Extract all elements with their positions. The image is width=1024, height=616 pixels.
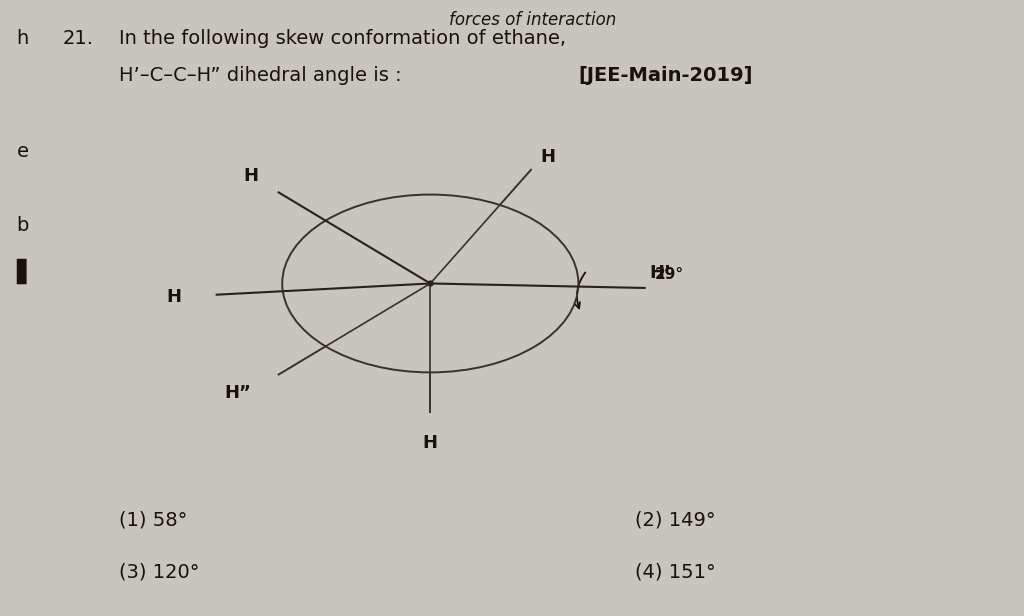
Text: H’–C–C–H” dihedral angle is :: H’–C–C–H” dihedral angle is : <box>119 66 401 85</box>
Text: In the following skew conformation of ethane,: In the following skew conformation of et… <box>119 29 566 48</box>
Text: H: H <box>423 434 438 452</box>
Text: ▌: ▌ <box>16 259 36 285</box>
Text: h: h <box>16 29 29 48</box>
Text: 29°: 29° <box>655 267 684 282</box>
Text: H’: H’ <box>650 264 672 282</box>
Text: b: b <box>16 216 29 235</box>
Text: H: H <box>541 148 555 166</box>
Text: e: e <box>16 142 29 161</box>
Text: H: H <box>244 167 259 185</box>
Text: (1) 58°: (1) 58° <box>119 511 187 529</box>
Text: (3) 120°: (3) 120° <box>119 562 200 582</box>
Text: H”: H” <box>224 384 252 402</box>
Text: forces of interaction: forces of interaction <box>449 10 616 28</box>
Text: 21.: 21. <box>62 29 93 48</box>
Text: (4) 151°: (4) 151° <box>635 562 716 582</box>
Text: [JEE-Main-2019]: [JEE-Main-2019] <box>579 66 753 85</box>
Text: H: H <box>167 288 181 306</box>
Text: (2) 149°: (2) 149° <box>635 511 715 529</box>
